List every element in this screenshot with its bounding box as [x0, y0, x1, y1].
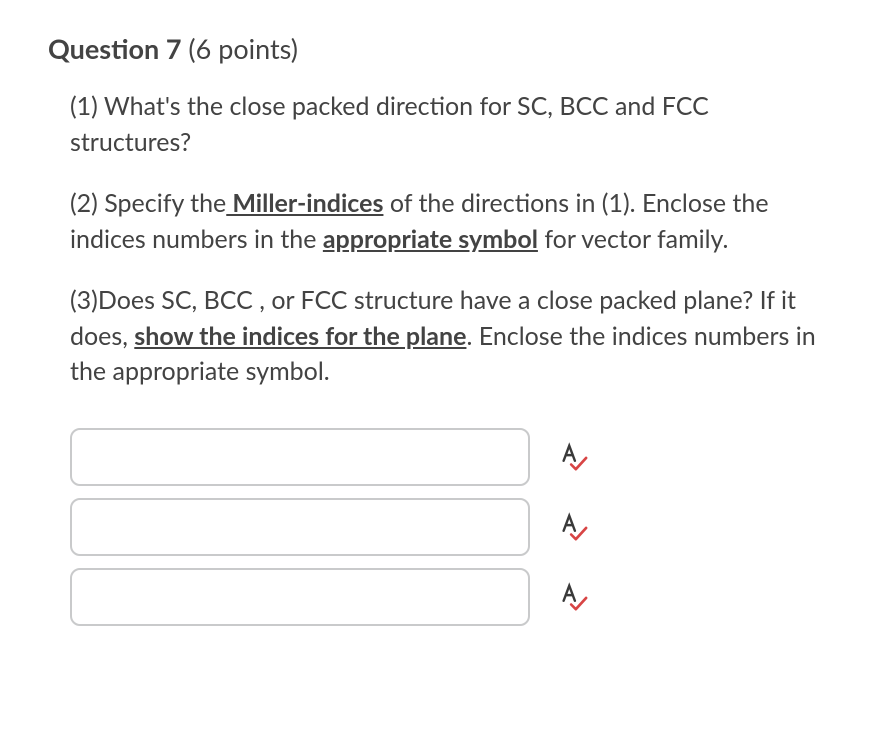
part-2-pre: (2) Specify the: [70, 188, 226, 218]
part-3-underline-1: show the indices for the plane: [134, 321, 466, 351]
question-header: Question 7 (6 points): [48, 32, 827, 65]
answer-inputs: [48, 416, 827, 626]
part-2-post: for vector family.: [538, 224, 729, 254]
question-number: Question 7: [48, 32, 182, 65]
answer-input-3[interactable]: [70, 568, 530, 626]
answer-row-2: [70, 498, 827, 556]
answer-input-2[interactable]: [70, 498, 530, 556]
part-2-text: (2) Specify the Miller-indices of the di…: [70, 186, 827, 257]
part-1-text: (1) What's the close packed direction fo…: [70, 89, 827, 160]
part-2-underline-1: Miller-indices: [226, 188, 383, 218]
spellcheck-icon[interactable]: [558, 442, 588, 472]
part-3-text: (3)Does SC, BCC , or FCC structure have …: [70, 283, 827, 390]
spellcheck-icon[interactable]: [558, 582, 588, 612]
answer-row-3: [70, 568, 827, 626]
question-body: (1) What's the close packed direction fo…: [48, 89, 827, 390]
answer-row-1: [70, 428, 827, 486]
part-2-underline-2: appropriate symbol: [323, 224, 538, 254]
spellcheck-icon[interactable]: [558, 512, 588, 542]
question-points: (6 points): [188, 32, 298, 65]
answer-input-1[interactable]: [70, 428, 530, 486]
